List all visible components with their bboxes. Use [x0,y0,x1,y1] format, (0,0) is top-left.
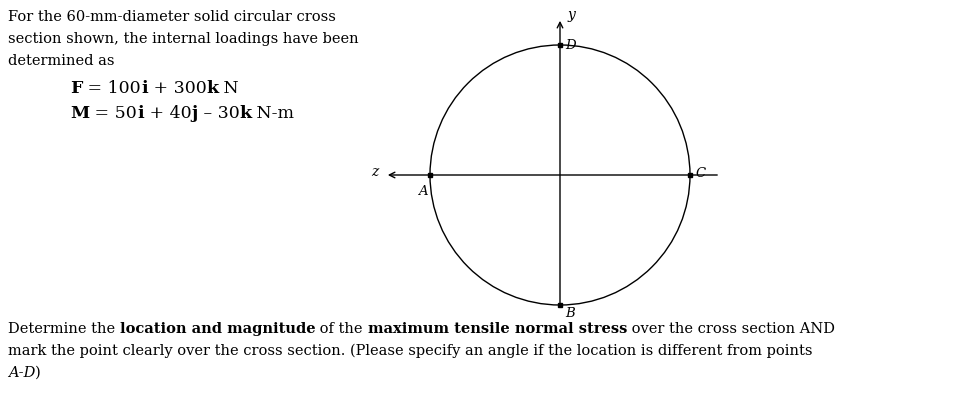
Text: z: z [371,165,378,179]
Text: – 30: – 30 [197,105,239,122]
Text: A: A [419,185,428,198]
Text: N: N [219,80,239,97]
Text: location and magnitude: location and magnitude [120,322,315,336]
Text: C: C [695,167,705,180]
Text: k: k [239,105,252,122]
Text: M: M [70,105,89,122]
Text: Determine the: Determine the [8,322,120,336]
Text: section shown, the internal loadings have been: section shown, the internal loadings hav… [8,32,358,46]
Text: j: j [191,105,197,122]
Text: N-m: N-m [252,105,295,122]
Text: F: F [70,80,82,97]
Text: maximum tensile normal stress: maximum tensile normal stress [368,322,627,336]
Text: D: D [565,39,576,52]
Text: mark the point clearly over the cross section. (Please specify an angle if the l: mark the point clearly over the cross se… [8,344,812,359]
Text: i: i [137,105,143,122]
Text: over the cross section AND: over the cross section AND [627,322,834,336]
Text: ): ) [35,366,41,380]
Text: of the: of the [315,322,368,336]
Text: y: y [568,8,576,22]
Text: A-D: A-D [8,366,35,380]
Text: + 300: + 300 [147,80,206,97]
Text: i: i [141,80,147,97]
Text: = 100: = 100 [82,80,141,97]
Text: determined as: determined as [8,54,114,68]
Text: For the 60-mm-diameter solid circular cross: For the 60-mm-diameter solid circular cr… [8,10,336,24]
Text: = 50: = 50 [89,105,137,122]
Text: B: B [565,307,575,320]
Text: + 40: + 40 [143,105,191,122]
Text: k: k [206,80,219,97]
